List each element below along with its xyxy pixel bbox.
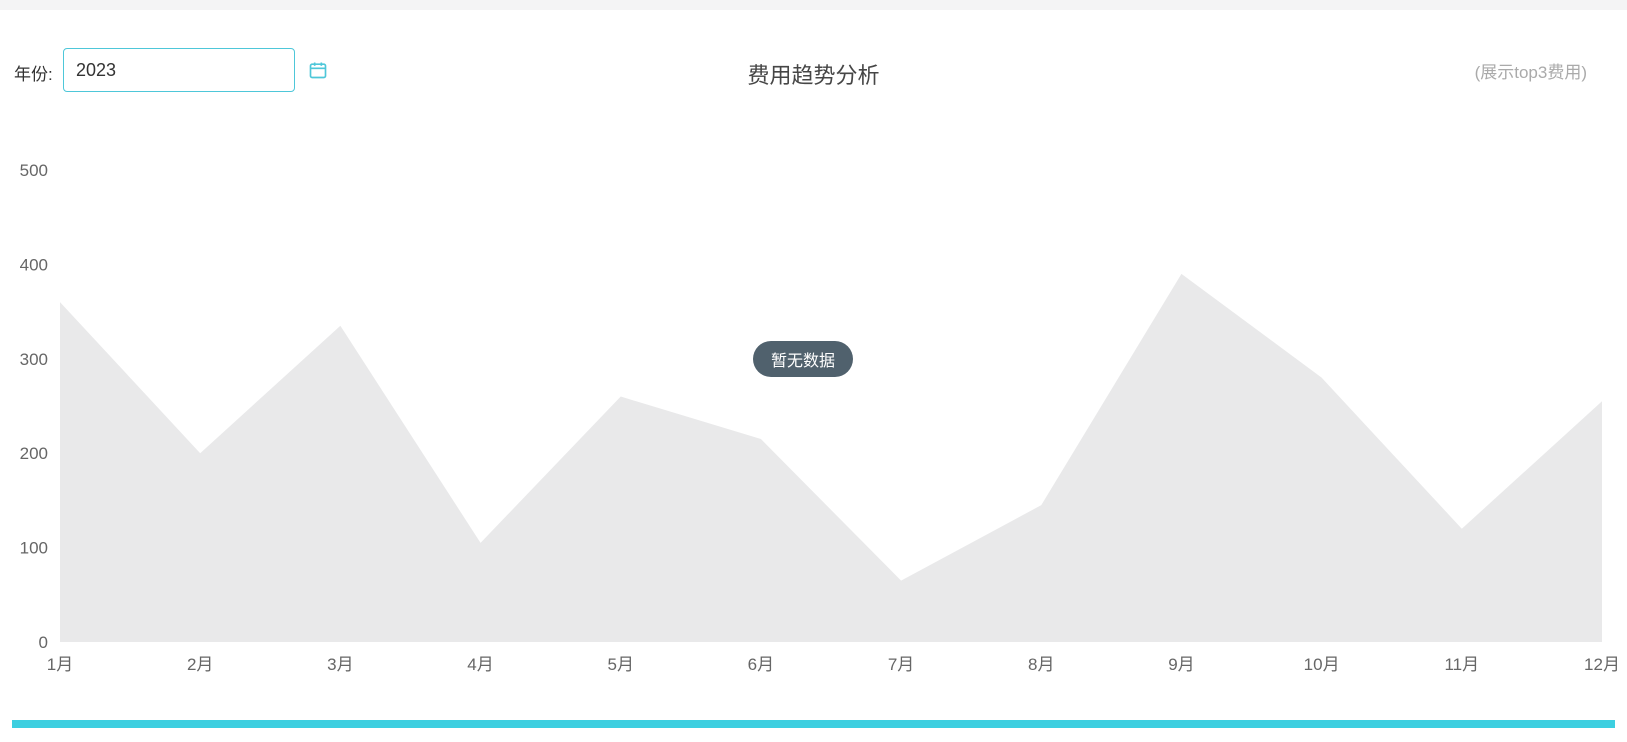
- svg-text:4月: 4月: [467, 655, 493, 674]
- tooltip-badge: 暂无数据: [753, 341, 853, 377]
- svg-text:0: 0: [39, 633, 48, 652]
- chart-svg: 0 100 200 300 400 500 1月 2月 3月 4月 5月 6月 7月 8月 9月 10月 11月…: [0, 110, 1627, 702]
- scrollbar[interactable]: [1619, 20, 1627, 732]
- chart-area: 0 100 200 300 400 500 1月 2月 3月 4月 5月 6月 7月 8月 9月 10月 11月…: [0, 110, 1627, 702]
- svg-text:12月: 12月: [1584, 655, 1620, 674]
- chart-title: 费用趋势分析: [747, 58, 879, 90]
- svg-text:11月: 11月: [1444, 655, 1479, 674]
- top-strip: [0, 0, 1627, 10]
- chart-container: 年份: 费用趋势分析 (展示top3费用) 0 100 200 300 400 500 1月…: [0, 10, 1627, 742]
- svg-text:6月: 6月: [748, 655, 774, 674]
- svg-text:5月: 5月: [607, 655, 633, 674]
- year-input[interactable]: [76, 60, 308, 81]
- year-picker[interactable]: [63, 48, 295, 92]
- svg-text:9月: 9月: [1168, 655, 1194, 674]
- svg-text:8月: 8月: [1028, 655, 1054, 674]
- chart-subtitle: (展示top3费用): [1475, 58, 1587, 83]
- svg-text:200: 200: [20, 444, 48, 463]
- calendar-icon: [308, 60, 328, 80]
- svg-text:500: 500: [20, 161, 48, 180]
- svg-text:7月: 7月: [888, 655, 914, 674]
- svg-text:300: 300: [20, 350, 48, 369]
- svg-text:100: 100: [20, 539, 48, 558]
- svg-text:3月: 3月: [327, 655, 353, 674]
- accent-bar: [12, 720, 1615, 728]
- svg-text:1月: 1月: [47, 655, 73, 674]
- svg-text:10月: 10月: [1304, 655, 1340, 674]
- year-label: 年份:: [14, 60, 53, 85]
- svg-text:2月: 2月: [187, 655, 213, 674]
- svg-text:400: 400: [20, 255, 48, 274]
